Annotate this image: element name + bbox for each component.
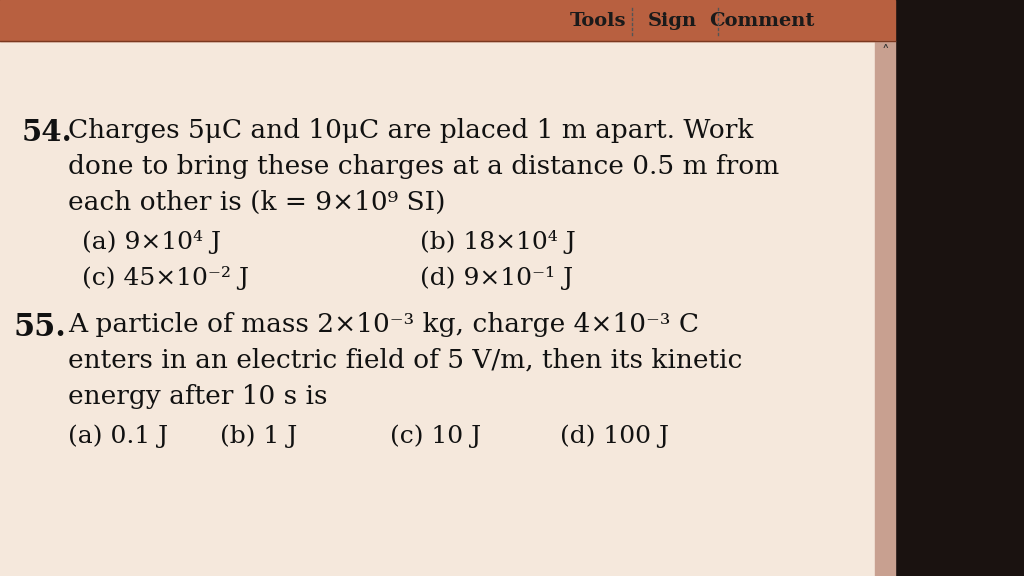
- Text: (a) 0.1 J: (a) 0.1 J: [68, 424, 168, 448]
- Text: 54.: 54.: [22, 118, 73, 147]
- Text: each other is (k = 9×10⁹ SI): each other is (k = 9×10⁹ SI): [68, 190, 445, 215]
- Text: Tools: Tools: [569, 12, 627, 29]
- Text: enters in an electric field of 5 V/m, then its kinetic: enters in an electric field of 5 V/m, th…: [68, 348, 742, 373]
- Text: (d) 9×10⁻¹ J: (d) 9×10⁻¹ J: [420, 266, 573, 290]
- Bar: [874, 41, 895, 576]
- Text: Charges 5μC and 10μC are placed 1 m apart. Work: Charges 5μC and 10μC are placed 1 m apar…: [68, 118, 754, 143]
- Text: Comment: Comment: [710, 12, 815, 29]
- Text: (b) 18×10⁴ J: (b) 18×10⁴ J: [420, 230, 575, 254]
- Text: (d) 100 J: (d) 100 J: [560, 424, 669, 448]
- Text: Sign: Sign: [647, 12, 696, 29]
- Text: 55.: 55.: [14, 312, 67, 343]
- Text: (b) 1 J: (b) 1 J: [220, 424, 297, 448]
- Text: (a) 9×10⁴ J: (a) 9×10⁴ J: [82, 230, 221, 254]
- Text: (c) 45×10⁻² J: (c) 45×10⁻² J: [82, 266, 249, 290]
- Text: A particle of mass 2×10⁻³ kg, charge 4×10⁻³ C: A particle of mass 2×10⁻³ kg, charge 4×1…: [68, 312, 699, 337]
- Bar: [0, 41, 874, 576]
- Text: done to bring these charges at a distance 0.5 m from: done to bring these charges at a distanc…: [68, 154, 779, 179]
- Text: ˄: ˄: [882, 46, 889, 60]
- Bar: [895, 0, 1024, 576]
- Bar: [0, 0, 895, 41]
- Text: energy after 10 s is: energy after 10 s is: [68, 384, 328, 409]
- Text: (c) 10 J: (c) 10 J: [390, 424, 481, 448]
